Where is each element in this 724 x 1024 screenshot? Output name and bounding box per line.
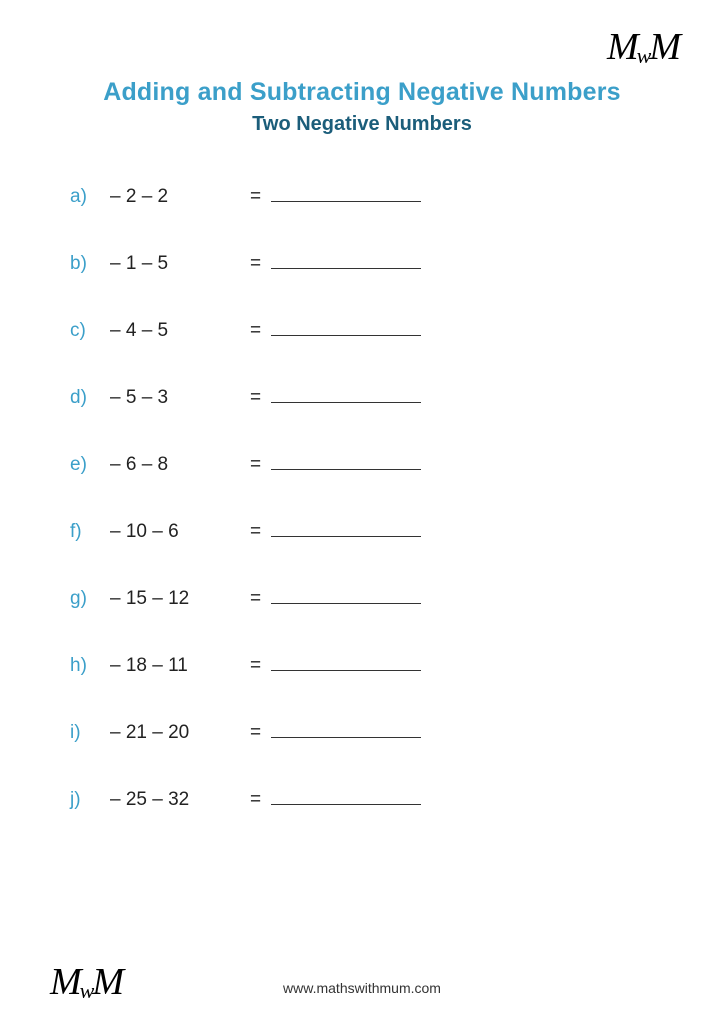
problem-row: e)– 6 – 8= — [70, 454, 674, 476]
problem-label: e) — [70, 454, 110, 476]
problem-label: f) — [70, 521, 110, 543]
footer-url: www.mathswithmum.com — [0, 980, 724, 996]
answer-blank[interactable] — [271, 469, 421, 470]
equals-sign: = — [250, 655, 261, 677]
problem-expression: – 1 – 5 — [110, 253, 250, 275]
answer-blank[interactable] — [271, 402, 421, 403]
equals-sign: = — [250, 320, 261, 342]
page-title: Adding and Subtracting Negative Numbers — [50, 78, 674, 107]
logo-top: MwM — [607, 25, 679, 69]
answer-blank[interactable] — [271, 737, 421, 738]
equals-sign: = — [250, 186, 261, 208]
problem-row: a)– 2 – 2= — [70, 186, 674, 208]
problem-expression: – 21 – 20 — [110, 722, 250, 744]
problem-row: c)– 4 – 5= — [70, 320, 674, 342]
equals-sign: = — [250, 387, 261, 409]
problems-list: a)– 2 – 2=b)– 1 – 5=c)– 4 – 5=d)– 5 – 3=… — [50, 186, 674, 811]
problem-row: g)– 15 – 12= — [70, 588, 674, 610]
equals-sign: = — [250, 253, 261, 275]
answer-blank[interactable] — [271, 536, 421, 537]
problem-label: h) — [70, 655, 110, 677]
answer-blank[interactable] — [271, 804, 421, 805]
problem-expression: – 10 – 6 — [110, 521, 250, 543]
logo-letter-m1: M — [607, 26, 637, 68]
problem-label: i) — [70, 722, 110, 744]
equals-sign: = — [250, 521, 261, 543]
equals-sign: = — [250, 789, 261, 811]
problem-label: c) — [70, 320, 110, 342]
problem-expression: – 5 – 3 — [110, 387, 250, 409]
equals-sign: = — [250, 588, 261, 610]
logo-letter-w: w — [637, 43, 650, 68]
problem-label: g) — [70, 588, 110, 610]
problem-expression: – 18 – 11 — [110, 655, 250, 677]
answer-blank[interactable] — [271, 268, 421, 269]
problem-label: j) — [70, 789, 110, 811]
answer-blank[interactable] — [271, 201, 421, 202]
equals-sign: = — [250, 454, 261, 476]
problem-label: d) — [70, 387, 110, 409]
problem-row: i)– 21 – 20= — [70, 722, 674, 744]
problem-expression: – 15 – 12 — [110, 588, 250, 610]
problem-label: b) — [70, 253, 110, 275]
problem-expression: – 2 – 2 — [110, 186, 250, 208]
answer-blank[interactable] — [271, 603, 421, 604]
answer-blank[interactable] — [271, 670, 421, 671]
problem-row: d)– 5 – 3= — [70, 387, 674, 409]
page-subtitle: Two Negative Numbers — [50, 113, 674, 136]
problem-label: a) — [70, 186, 110, 208]
problem-row: h)– 18 – 11= — [70, 655, 674, 677]
answer-blank[interactable] — [271, 335, 421, 336]
equals-sign: = — [250, 722, 261, 744]
problem-expression: – 4 – 5 — [110, 320, 250, 342]
problem-row: f)– 10 – 6= — [70, 521, 674, 543]
problem-expression: – 25 – 32 — [110, 789, 250, 811]
problem-row: b)– 1 – 5= — [70, 253, 674, 275]
logo-letter-m2: M — [649, 26, 679, 68]
problem-row: j)– 25 – 32= — [70, 789, 674, 811]
problem-expression: – 6 – 8 — [110, 454, 250, 476]
